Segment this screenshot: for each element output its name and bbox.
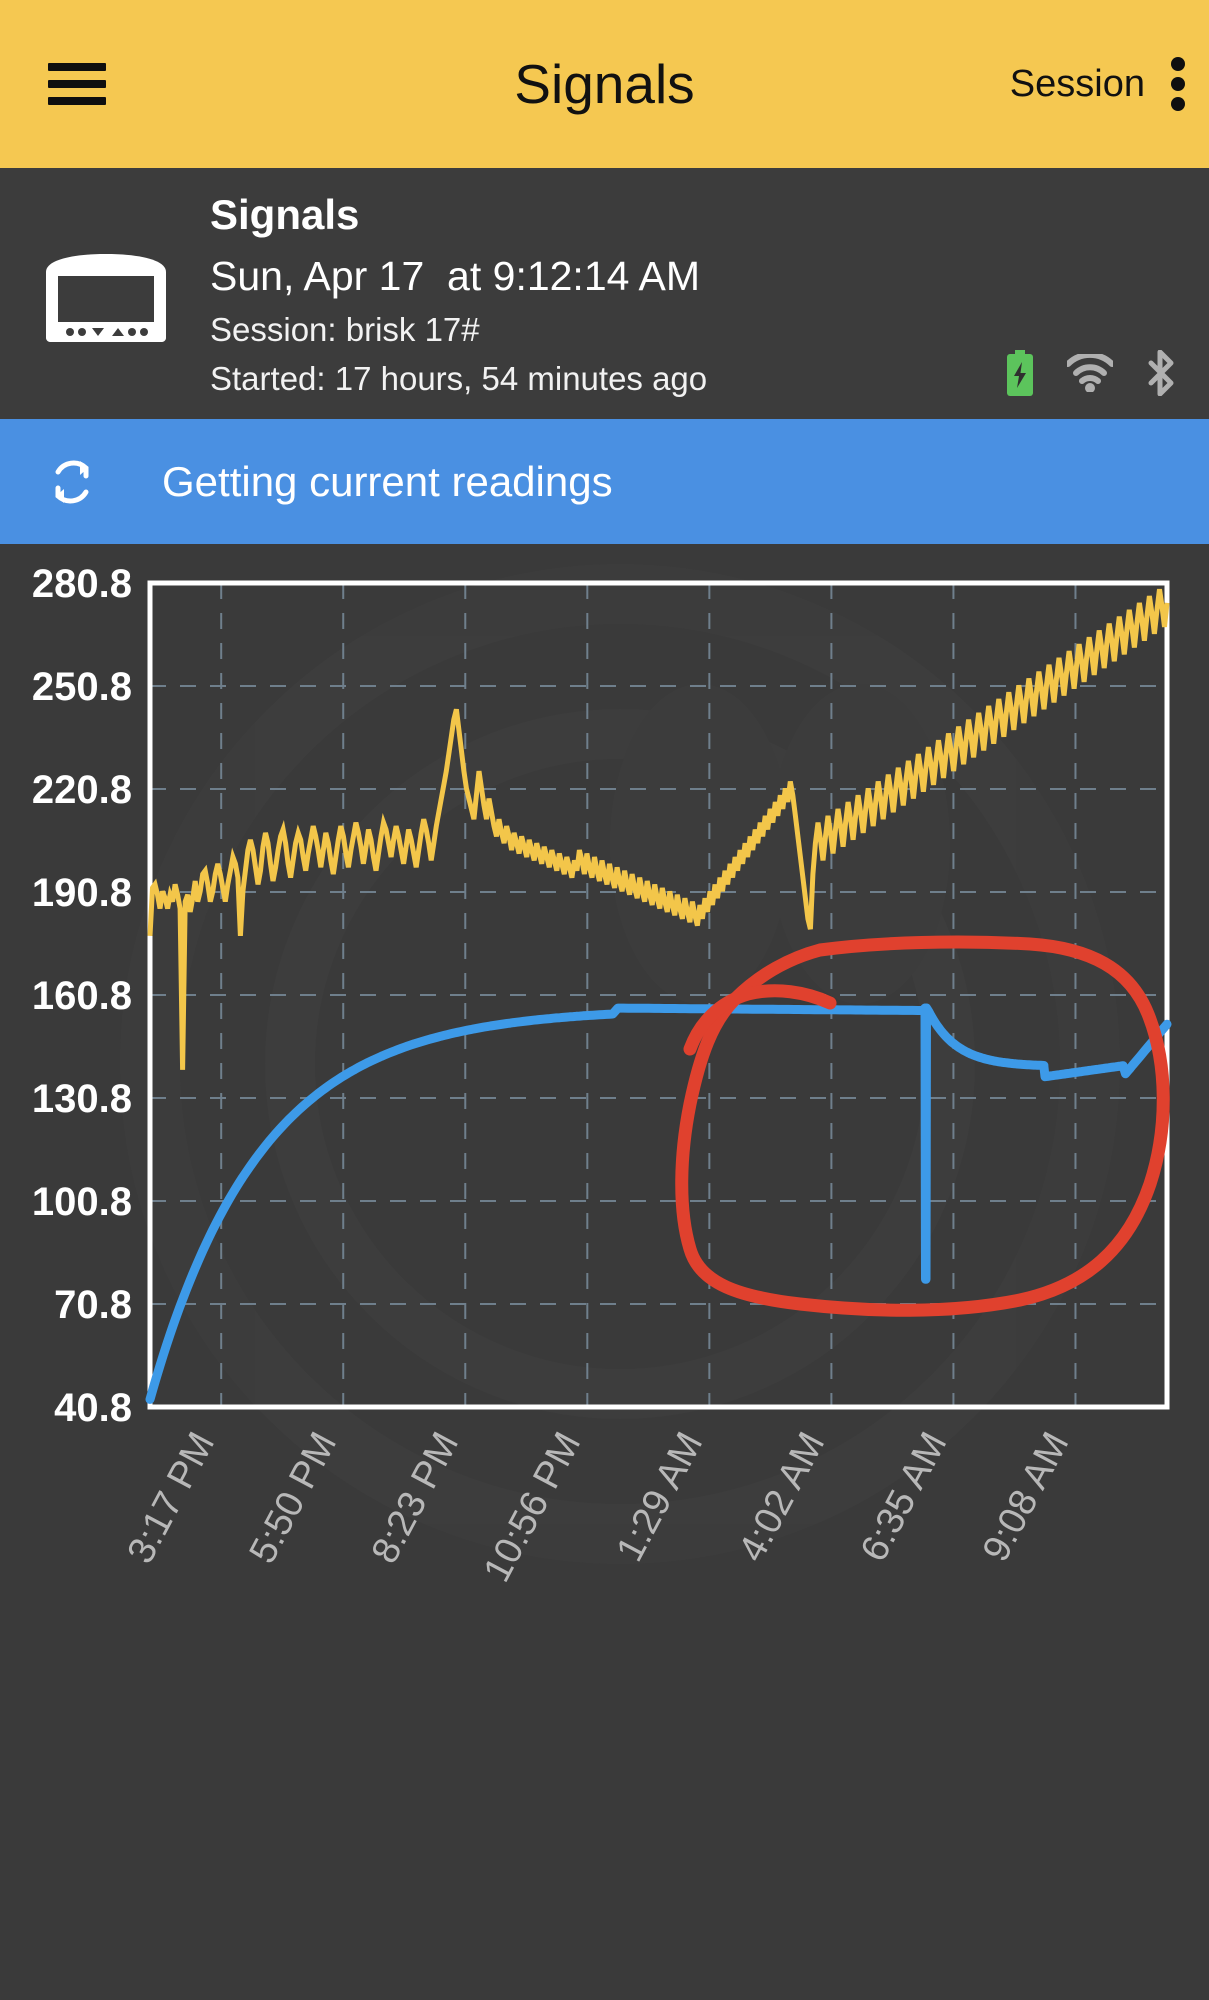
status-icon-group — [1005, 350, 1177, 396]
signals-chart[interactable]: 280.8 250.8 220.8 190.8 160.8 130.8 100.8 70.8 4… — [0, 544, 1209, 2000]
page-title: Signals — [514, 53, 695, 115]
series-yellow-noisy-signal — [147, 588, 1170, 1070]
chart-canvas[interactable]: 280.8 250.8 220.8 190.8 160.8 130.8 100.8 70.8 4… — [0, 544, 1209, 2000]
battery-charging-icon — [1007, 350, 1033, 396]
app-bar-actions: Session — [1010, 57, 1185, 111]
y-axis-tick-label: 280.8 — [32, 562, 132, 606]
annotation-freehand-red-circle — [675, 935, 1170, 1317]
x-axis-tick-label: 3:17 PM — [120, 1426, 224, 1571]
session-started: Started: 17 hours, 54 minutes ago — [210, 360, 708, 397]
wifi-icon — [1067, 354, 1113, 392]
y-axis-tick-label: 40.8 — [54, 1386, 132, 1430]
x-axis-tick-label: 9:08 AM — [975, 1426, 1078, 1569]
svg-text:3:17 PM: 3:17 PM — [120, 1426, 224, 1571]
kebab-dot — [1171, 97, 1185, 111]
app-bar: Signals Session — [0, 0, 1209, 168]
sync-refresh-icon — [55, 460, 89, 503]
y-axis-tick-label: 100.8 — [32, 1180, 132, 1224]
kebab-dot — [1171, 57, 1185, 71]
hamburger-bar — [48, 63, 106, 71]
svg-text:5:50 PM: 5:50 PM — [242, 1426, 346, 1571]
y-axis-tick-label: 70.8 — [54, 1283, 132, 1327]
kebab-menu-icon[interactable] — [1171, 57, 1185, 111]
hamburger-bar — [48, 97, 106, 105]
y-axis-tick-label: 190.8 — [32, 871, 132, 915]
hamburger-menu-icon[interactable] — [48, 63, 106, 105]
y-axis-tick-label: 160.8 — [32, 974, 132, 1018]
status-banner[interactable]: Getting current readings — [0, 419, 1209, 544]
y-axis-tick-label: 220.8 — [32, 768, 132, 812]
kebab-dot — [1171, 77, 1185, 91]
session-button[interactable]: Session — [1009, 62, 1145, 105]
svg-text:9:08 AM: 9:08 AM — [975, 1426, 1078, 1569]
device-monitor-icon — [46, 254, 166, 342]
session-name: Session: brisk 17# — [210, 311, 480, 348]
device-name: Signals — [210, 191, 360, 238]
device-info-panel: Signals Sun, Apr 17 at 9:12:14 AM Sessio… — [0, 168, 1209, 419]
y-axis-tick-label: 130.8 — [32, 1077, 132, 1121]
x-axis-tick-label: 5:50 PM — [242, 1426, 346, 1571]
device-info-text: Signals Sun, Apr 17 at 9:12:14 AM Sessio… — [210, 168, 708, 397]
banner-text: Getting current readings — [162, 457, 613, 505]
reading-datetime: Sun, Apr 17 at 9:12:14 AM — [210, 253, 701, 299]
hamburger-bar — [48, 80, 106, 88]
bluetooth-icon — [1148, 350, 1174, 396]
y-axis-tick-label: 250.8 — [32, 665, 132, 709]
plot-border — [147, 580, 1170, 1410]
